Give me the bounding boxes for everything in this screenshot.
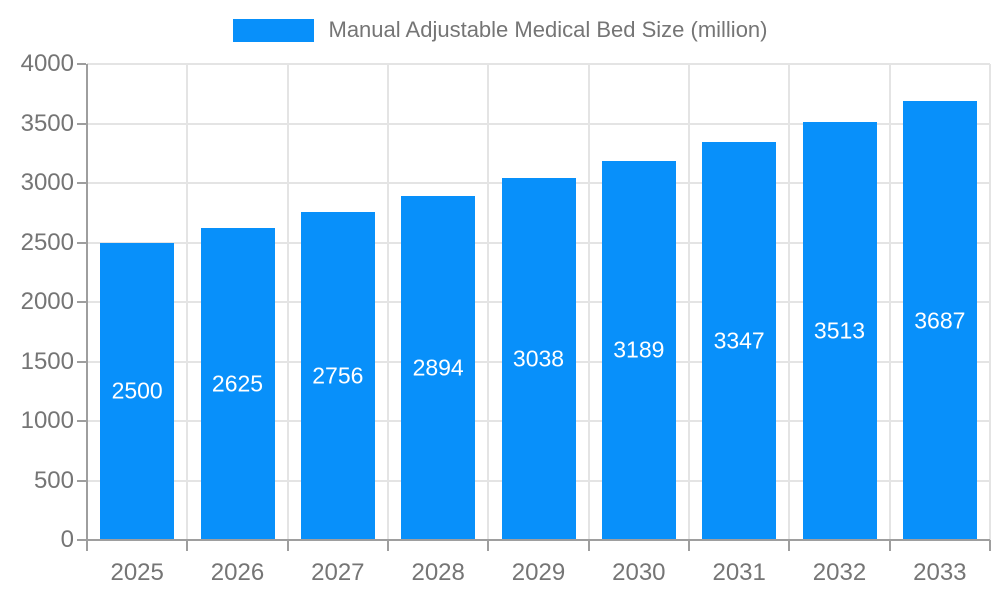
x-axis-tick [186, 540, 189, 551]
y-axis-tick [77, 479, 86, 482]
bar-value-label: 3189 [613, 336, 665, 363]
x-axis-tick [688, 540, 690, 551]
gridline-vertical [387, 64, 389, 540]
y-axis-label: 2000 [20, 288, 74, 315]
x-axis-line [87, 539, 990, 541]
y-axis-label: 0 [60, 526, 74, 553]
legend-swatch [232, 18, 314, 42]
y-axis-label: 3500 [20, 109, 74, 137]
x-axis-label: 2033 [913, 559, 967, 586]
y-axis-tick [77, 182, 86, 184]
bar-value-label: 3038 [512, 345, 565, 372]
bar: 3513 [802, 121, 877, 540]
y-axis-tick [77, 122, 86, 125]
y-axis-tick [77, 420, 86, 422]
gridline-vertical [989, 64, 991, 540]
plot-area: 2500 2625 2756 2894 3038 3189 3347 3513 3687 [87, 63, 991, 540]
y-axis-label: 3000 [20, 169, 74, 196]
x-axis-label: 2028 [411, 559, 465, 586]
bar-value-label: 3347 [713, 327, 765, 354]
x-axis-tick [286, 540, 289, 551]
x-axis-tick [989, 540, 991, 551]
gridline-vertical [487, 64, 490, 540]
x-axis-tick [587, 540, 590, 551]
x-axis-label: 2029 [511, 559, 566, 586]
x-axis-tick [788, 540, 791, 551]
bar: 3189 [601, 160, 676, 540]
gridline-vertical [688, 64, 690, 540]
y-axis-tick [77, 63, 86, 65]
bar: 3347 [702, 141, 777, 540]
bar-value-label: 2894 [412, 354, 464, 381]
y-axis-label: 1000 [20, 407, 74, 434]
bar-value-label: 2625 [211, 370, 264, 397]
x-axis-tick [487, 540, 490, 551]
gridline-vertical [587, 64, 590, 540]
gridline-horizontal [87, 122, 990, 125]
x-axis-label: 2032 [812, 559, 867, 586]
x-axis-label: 2026 [210, 559, 265, 586]
y-axis-tick [77, 241, 86, 244]
x-axis-tick [888, 540, 891, 551]
bar: 3038 [501, 178, 576, 540]
gridline-vertical [788, 64, 791, 540]
gridline-vertical [888, 64, 891, 540]
bar: 3687 [902, 101, 977, 540]
y-axis-label: 4000 [20, 50, 74, 77]
y-axis-tick [77, 301, 86, 303]
y-axis-label: 2500 [20, 228, 74, 256]
x-axis-tick [86, 540, 88, 551]
bar: 2894 [401, 195, 476, 540]
bar: 2756 [300, 212, 375, 540]
x-axis-label: 2031 [712, 559, 766, 586]
bar: 2500 [100, 242, 175, 540]
legend-label: Manual Adjustable Medical Bed Size (mill… [328, 17, 768, 42]
gridline-vertical [286, 64, 289, 540]
y-axis-tick [77, 539, 86, 541]
bar-value-label: 2500 [111, 377, 163, 404]
gridline-horizontal [87, 63, 990, 65]
x-axis-tick [387, 540, 389, 551]
bar-value-label: 3513 [813, 317, 866, 344]
y-axis-label: 500 [33, 466, 74, 494]
y-axis-label: 1500 [20, 347, 74, 375]
y-axis-tick [77, 360, 86, 363]
y-axis-line [86, 64, 88, 551]
bar: 2625 [200, 227, 275, 540]
chart-legend: Manual Adjustable Medical Bed Size (mill… [0, 17, 1000, 43]
gridline-vertical [186, 64, 189, 540]
x-axis-label: 2030 [612, 559, 666, 586]
x-axis-label: 2025 [110, 559, 164, 586]
x-axis-label: 2027 [311, 559, 365, 586]
bar-value-label: 3687 [914, 307, 966, 334]
bar-value-label: 2756 [312, 362, 364, 389]
